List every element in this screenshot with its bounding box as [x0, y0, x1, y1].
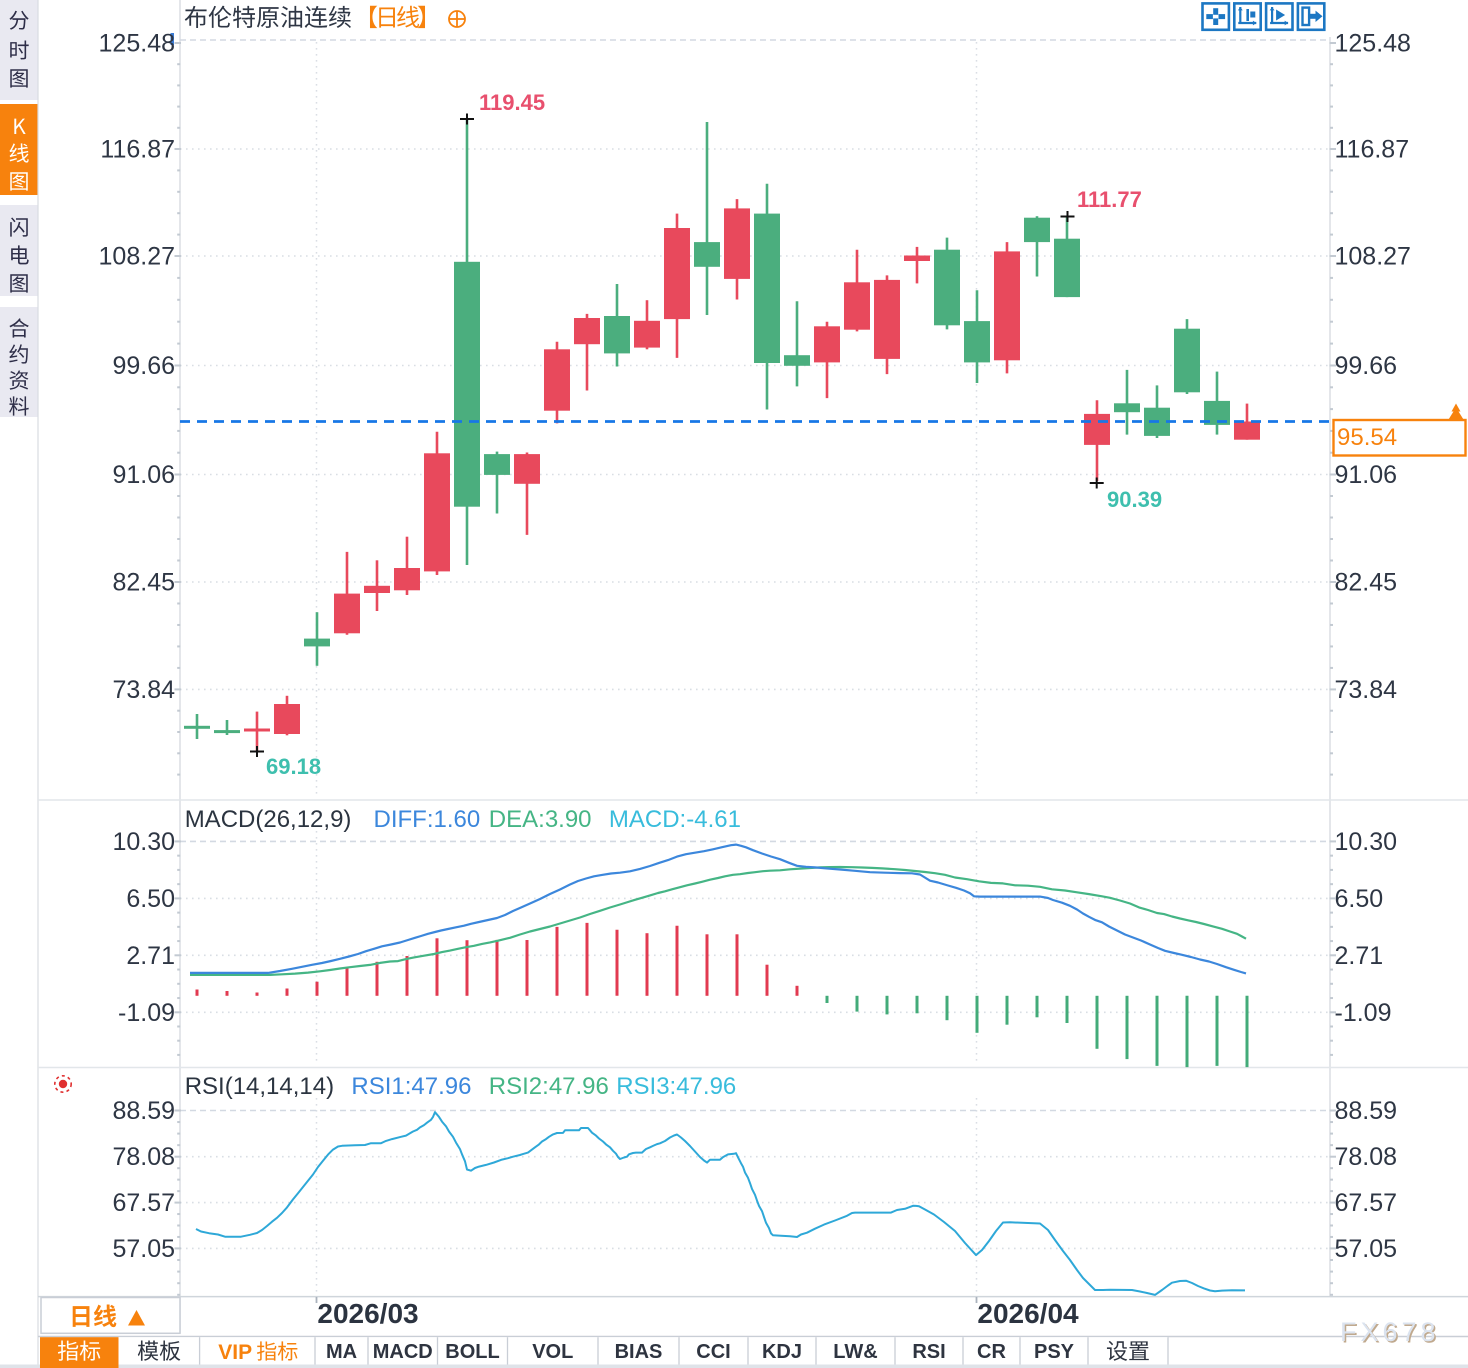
- svg-text:2026/04: 2026/04: [977, 1298, 1079, 1329]
- svg-text:10.30: 10.30: [112, 828, 175, 856]
- svg-text:99.66: 99.66: [112, 352, 175, 380]
- svg-text:88.59: 88.59: [1335, 1097, 1398, 1125]
- svg-text:MACD: MACD: [373, 1341, 433, 1363]
- svg-text:116.87: 116.87: [1335, 136, 1410, 164]
- svg-text:78.08: 78.08: [1335, 1143, 1398, 1171]
- svg-text:CCI: CCI: [696, 1341, 730, 1363]
- svg-text:MA: MA: [326, 1341, 357, 1363]
- svg-text:FX678: FX678: [1342, 1319, 1442, 1349]
- svg-text:VIP: VIP: [218, 1341, 252, 1364]
- svg-text:111.77: 111.77: [1077, 187, 1142, 212]
- svg-text:VOL: VOL: [532, 1341, 573, 1363]
- svg-text:99.66: 99.66: [1335, 352, 1398, 380]
- svg-text:69.18: 69.18: [266, 754, 321, 779]
- svg-text:-1.09: -1.09: [118, 999, 175, 1027]
- svg-text:67.57: 67.57: [112, 1189, 175, 1217]
- svg-text:PSY: PSY: [1034, 1341, 1075, 1363]
- svg-text:95.54: 95.54: [1337, 424, 1397, 451]
- svg-text:DIFF:1.60: DIFF:1.60: [374, 806, 481, 833]
- svg-text:108.27: 108.27: [99, 243, 175, 271]
- svg-text:78.08: 78.08: [112, 1143, 175, 1171]
- svg-text:10.30: 10.30: [1335, 828, 1398, 856]
- svg-text:MACD:-4.61: MACD:-4.61: [609, 806, 741, 833]
- svg-text:91.06: 91.06: [112, 461, 175, 489]
- svg-text:57.05: 57.05: [112, 1235, 175, 1263]
- svg-text:57.05: 57.05: [1335, 1235, 1398, 1263]
- svg-text:FX678: FX678: [1340, 1317, 1440, 1347]
- svg-text:119.45: 119.45: [479, 90, 545, 115]
- svg-text:RSI2:47.96: RSI2:47.96: [489, 1073, 609, 1100]
- svg-text:CR: CR: [977, 1341, 1006, 1363]
- svg-text:125.48: 125.48: [1335, 30, 1411, 58]
- svg-text:67.57: 67.57: [1335, 1189, 1398, 1217]
- svg-text:2.71: 2.71: [1335, 942, 1384, 970]
- svg-text:116.87: 116.87: [100, 136, 175, 164]
- svg-text:6.50: 6.50: [126, 885, 175, 913]
- svg-text:RSI1:47.96: RSI1:47.96: [351, 1073, 471, 1100]
- svg-text:2026/03: 2026/03: [317, 1298, 418, 1329]
- svg-text:DEA:3.90: DEA:3.90: [489, 806, 592, 833]
- svg-text:125.48: 125.48: [99, 30, 175, 58]
- svg-text:88.59: 88.59: [112, 1097, 175, 1125]
- svg-text:BOLL: BOLL: [445, 1341, 499, 1363]
- svg-text:73.84: 73.84: [1335, 676, 1398, 704]
- svg-text:RSI3:47.96: RSI3:47.96: [616, 1073, 736, 1100]
- svg-text:BIAS: BIAS: [615, 1341, 663, 1363]
- svg-text:KDJ: KDJ: [762, 1341, 802, 1363]
- svg-text:73.84: 73.84: [112, 676, 175, 704]
- svg-text:82.45: 82.45: [1335, 569, 1398, 597]
- svg-text:MACD(26,12,9): MACD(26,12,9): [185, 806, 352, 833]
- svg-text:6.50: 6.50: [1335, 885, 1384, 913]
- svg-text:-1.09: -1.09: [1335, 999, 1392, 1027]
- svg-text:2.71: 2.71: [126, 942, 175, 970]
- svg-text:RSI: RSI: [912, 1341, 945, 1363]
- svg-text:91.06: 91.06: [1335, 461, 1398, 489]
- svg-text:90.39: 90.39: [1107, 487, 1162, 512]
- svg-text:LW&: LW&: [833, 1341, 877, 1363]
- svg-text:82.45: 82.45: [112, 569, 175, 597]
- svg-text:RSI(14,14,14): RSI(14,14,14): [185, 1073, 334, 1100]
- svg-text:108.27: 108.27: [1335, 243, 1411, 271]
